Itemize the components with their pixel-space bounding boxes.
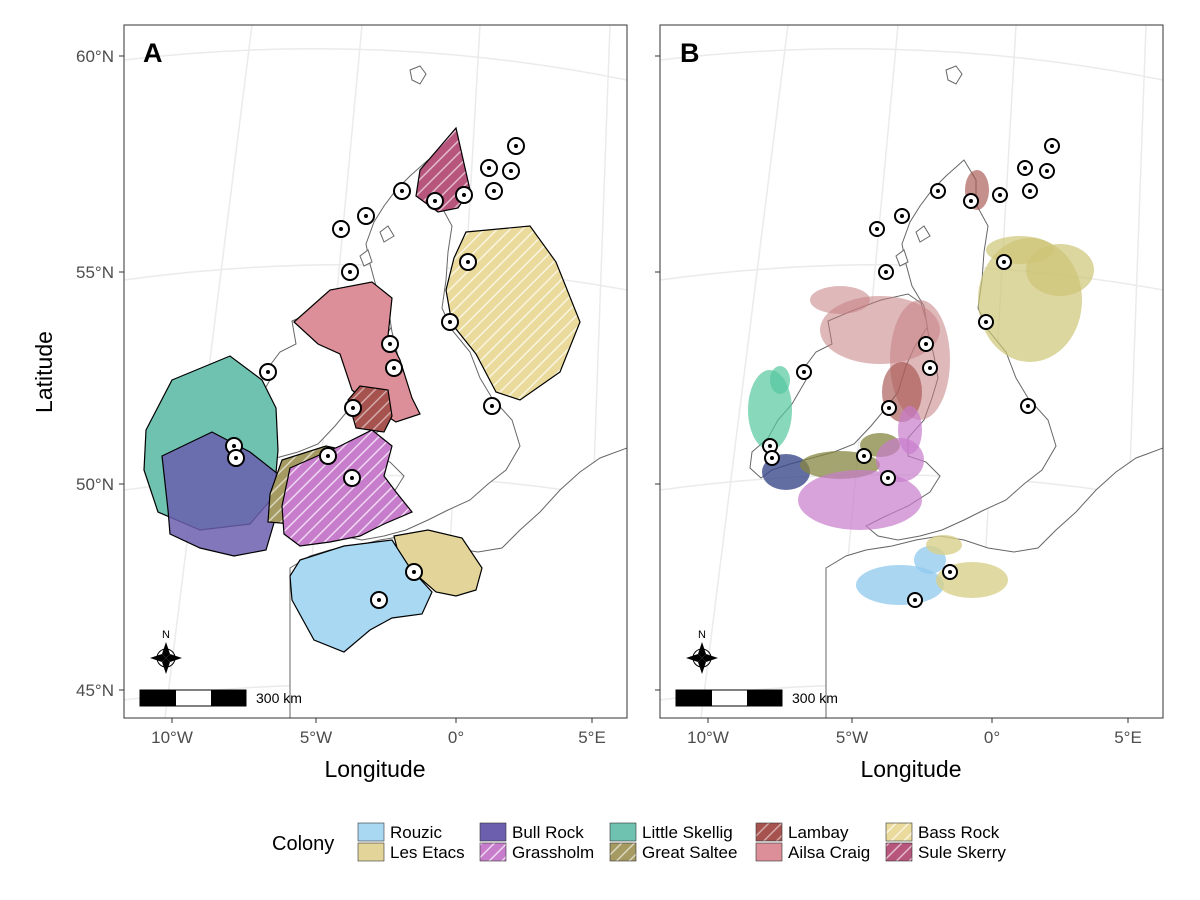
legend-label: Les Etacs <box>390 843 465 862</box>
x-tick-label: 0° <box>984 728 1000 747</box>
x-axis <box>171 718 1129 723</box>
legend-label: Sule Skerry <box>918 843 1006 862</box>
panel-a-colony-markers <box>225 137 525 609</box>
scale-bar-label: 300 km <box>792 690 838 706</box>
legend-swatch <box>357 842 385 862</box>
y-tick-label: 45°N <box>76 681 114 700</box>
legend-label: Little Skellig <box>642 823 733 842</box>
y-tick-label: 55°N <box>76 263 114 282</box>
x-tick-label: 0° <box>448 728 464 747</box>
x-tick-label: 10°W <box>687 728 729 747</box>
legend-label: Lambay <box>788 823 849 842</box>
y-tick-label: 50°N <box>76 475 114 494</box>
x-tick-label: 5°E <box>1114 728 1142 747</box>
x-axis-title: Longitude <box>324 756 425 782</box>
legend-swatch <box>609 842 637 862</box>
legend-swatch <box>609 822 637 842</box>
x-tick-label: 5°E <box>578 728 606 747</box>
legend-swatch <box>755 822 783 842</box>
panel-label-a: A <box>143 38 163 68</box>
legend-label: Bass Rock <box>918 823 1000 842</box>
legend-swatch <box>885 842 913 862</box>
range-lambay <box>347 385 393 433</box>
legend-title: Colony <box>272 833 334 855</box>
range-bass-rock <box>445 225 581 401</box>
y-axis <box>119 55 660 691</box>
north-arrow-label: N <box>698 629 706 641</box>
y-tick-label: 60°N <box>76 47 114 66</box>
panel-b: N 300 km B <box>659 24 1164 719</box>
legend-swatch <box>357 822 385 842</box>
range-grassholm <box>281 429 413 547</box>
x-tick-label: 5°W <box>836 728 868 747</box>
north-arrow-icon: N <box>686 629 718 674</box>
legend-swatch <box>755 842 783 862</box>
range-ailsa-craig <box>293 281 421 423</box>
tracks-little-skellig <box>748 366 792 450</box>
scale-bar-label: 300 km <box>256 690 302 706</box>
legend: Colony Rouzic Les Etacs Bull Rock Grassh… <box>272 822 1006 862</box>
x-axis-title: Longitude <box>860 756 961 782</box>
north-arrow-icon: N <box>150 629 182 674</box>
panel-label-b: B <box>680 38 700 68</box>
x-tick-label: 10°W <box>151 728 193 747</box>
legend-swatch <box>885 822 913 842</box>
legend-label: Rouzic <box>390 823 442 842</box>
legend-swatch <box>479 822 507 842</box>
scale-bar: 300 km <box>139 689 302 707</box>
legend-swatch <box>479 842 507 862</box>
legend-label: Grassholm <box>512 843 594 862</box>
scale-bar: 300 km <box>675 689 838 707</box>
legend-label: Ailsa Craig <box>788 843 870 862</box>
panel-a: N 300 km A <box>123 24 628 719</box>
x-tick-label: 5°W <box>300 728 332 747</box>
y-axis-title: Latitude <box>31 331 57 413</box>
legend-label: Bull Rock <box>512 823 584 842</box>
range-rouzic <box>289 539 433 653</box>
legend-label: Great Saltee <box>642 843 737 862</box>
north-arrow-label: N <box>162 629 170 641</box>
